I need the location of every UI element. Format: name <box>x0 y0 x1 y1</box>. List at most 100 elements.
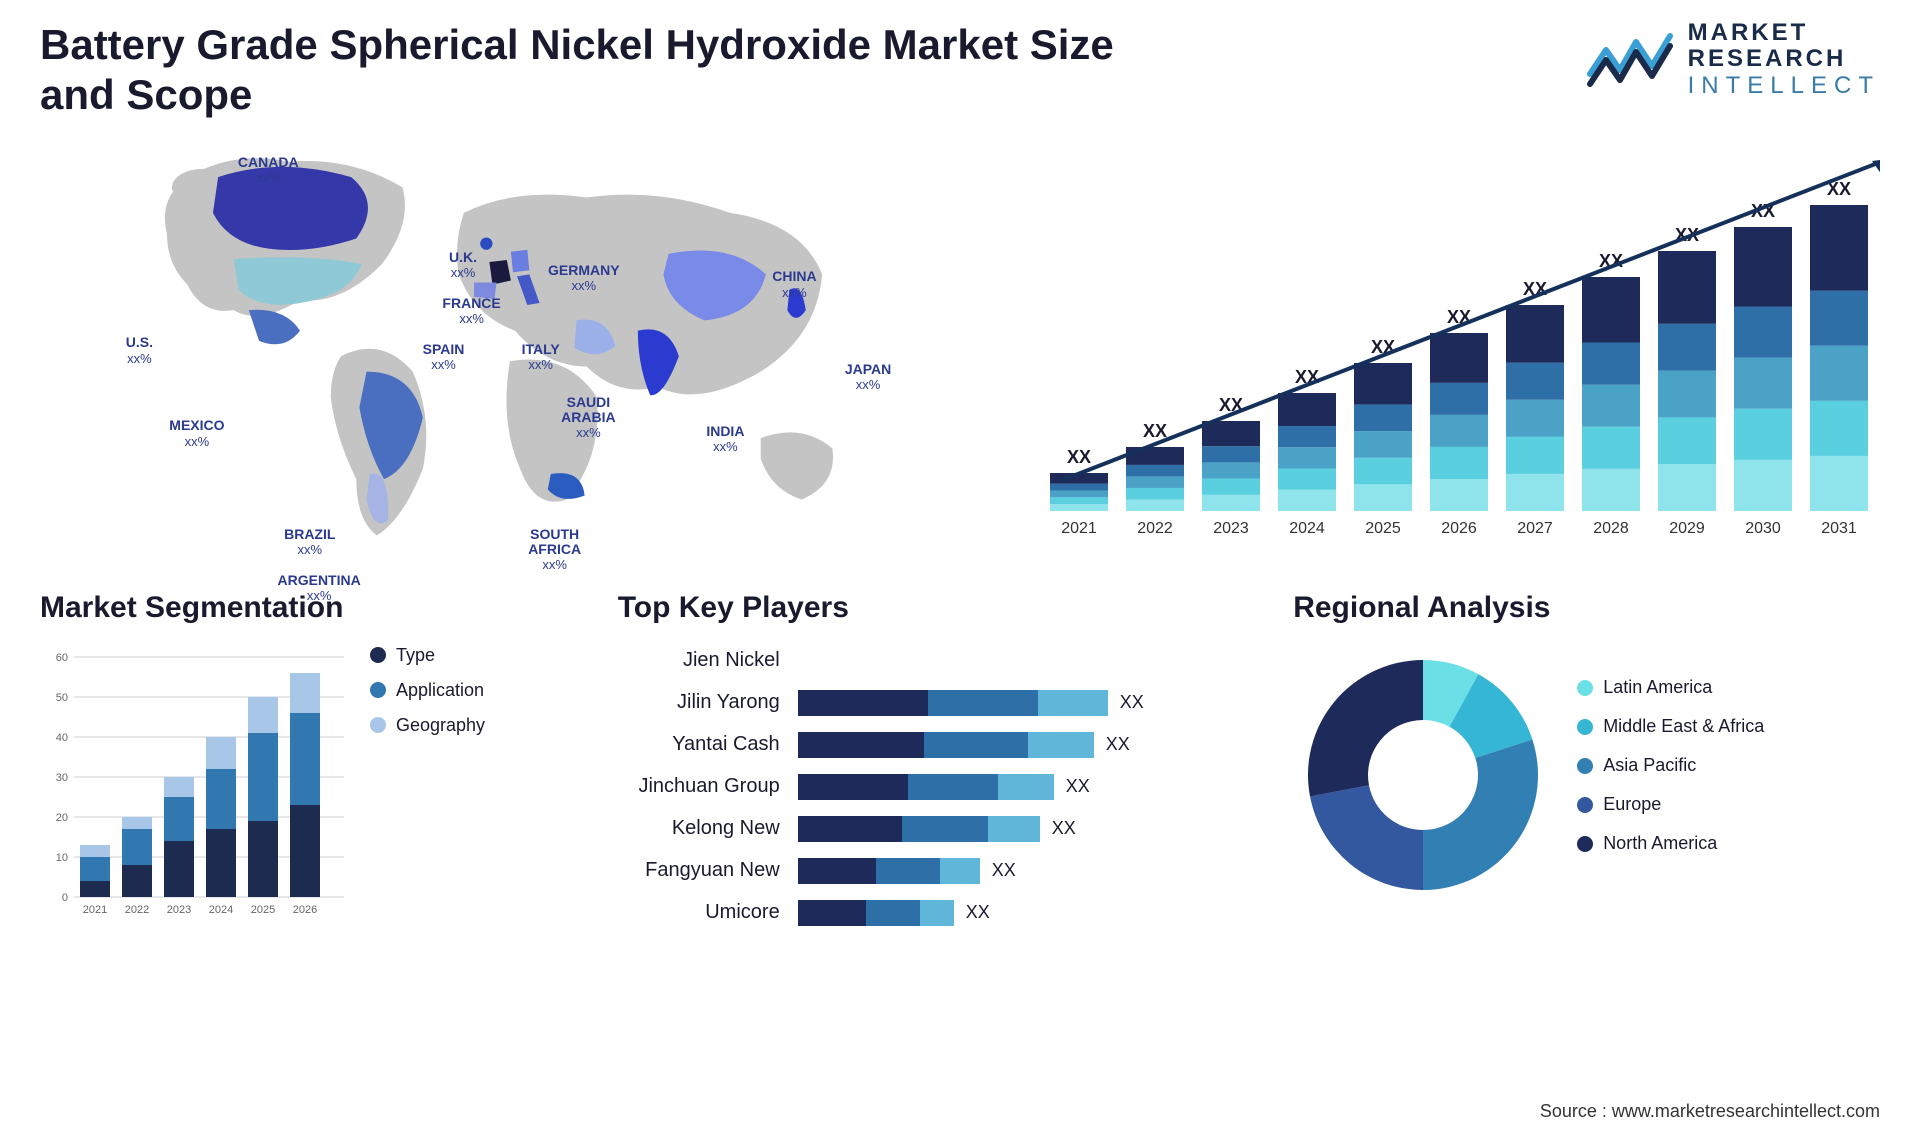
player-bar-seg <box>866 900 920 926</box>
svg-text:2031: 2031 <box>1821 520 1857 537</box>
legend-label: North America <box>1603 833 1717 854</box>
legend-label: Europe <box>1603 794 1661 815</box>
legend-dot-icon <box>370 647 386 663</box>
svg-text:2026: 2026 <box>293 904 317 915</box>
player-row: Fangyuan NewXX <box>618 855 1264 887</box>
bottom-row: Market Segmentation 01020304050602021202… <box>40 591 1880 951</box>
logo-line3: INTELLECT <box>1688 73 1880 99</box>
logo-mark-icon <box>1586 30 1676 90</box>
svg-text:2022: 2022 <box>125 904 149 915</box>
svg-text:40: 40 <box>56 732 68 744</box>
legend-label: Geography <box>396 715 485 736</box>
legend-label: Asia Pacific <box>1603 755 1696 776</box>
regional-legend-item: Europe <box>1577 794 1764 815</box>
map-label-mexico: MEXICOxx% <box>169 418 224 449</box>
svg-text:2023: 2023 <box>167 904 191 915</box>
map-label-canada: CANADAxx% <box>238 155 299 186</box>
legend-dot-icon <box>1577 758 1593 774</box>
map-label-japan: JAPANxx% <box>845 362 891 393</box>
map-label-argentina: ARGENTINAxx% <box>278 573 361 604</box>
legend-label: Type <box>396 645 435 666</box>
regional-legend-item: Latin America <box>1577 677 1764 698</box>
top-row: CANADAxx%U.S.xx%MEXICOxx%BRAZILxx%ARGENT… <box>40 131 1880 561</box>
segmentation-chart: 0102030405060202120222023202420252026 <box>40 645 350 915</box>
map-label-saudiarabia: SAUDIARABIAxx% <box>561 395 615 441</box>
segmentation-legend: Type Application Geography <box>370 645 485 915</box>
segmentation-panel: Market Segmentation 01020304050602021202… <box>40 591 588 951</box>
svg-text:XX: XX <box>1143 421 1167 441</box>
svg-text:30: 30 <box>56 772 68 784</box>
player-name: Yantai Cash <box>618 733 798 756</box>
regional-legend-item: Asia Pacific <box>1577 755 1764 776</box>
player-bar-seg <box>988 816 1040 842</box>
player-row: Kelong New XX <box>618 813 1264 845</box>
logo-line2: RESEARCH <box>1688 46 1880 72</box>
player-bar: XX <box>798 774 1264 800</box>
growth-chart: 2021XX2022XX2023XX2024XX2025XX2026XX2027… <box>1030 131 1880 561</box>
regional-donut <box>1293 645 1553 905</box>
legend-dot-icon <box>1577 797 1593 813</box>
players-list: Jien NickelJilin YarongXXYantai CashXXJi… <box>618 645 1264 929</box>
svg-text:2021: 2021 <box>1061 520 1097 537</box>
logo: MARKET RESEARCH INTELLECT <box>1586 20 1880 99</box>
regional-title: Regional Analysis <box>1293 591 1880 625</box>
player-name: Umicore <box>618 901 798 924</box>
players-title: Top Key Players <box>618 591 1264 625</box>
logo-line1: MARKET <box>1688 20 1880 46</box>
svg-text:0: 0 <box>62 892 68 904</box>
regional-legend-item: North America <box>1577 833 1764 854</box>
player-bar-seg <box>924 732 1028 758</box>
svg-text:60: 60 <box>56 652 68 664</box>
svg-text:2028: 2028 <box>1593 520 1629 537</box>
player-bar: XX <box>798 732 1264 758</box>
svg-text:2025: 2025 <box>1365 520 1401 537</box>
seg-legend-item: Type <box>370 645 485 666</box>
player-bar: XX <box>798 816 1264 842</box>
map-label-italy: ITALYxx% <box>522 342 560 373</box>
map-label-india: INDIAxx% <box>706 424 744 455</box>
svg-text:2030: 2030 <box>1745 520 1781 537</box>
player-name: Fangyuan New <box>618 859 798 882</box>
header: Battery Grade Spherical Nickel Hydroxide… <box>40 20 1880 121</box>
regional-panel: Regional Analysis Latin AmericaMiddle Ea… <box>1293 591 1880 951</box>
player-bar-seg <box>876 858 940 884</box>
player-bar-seg <box>1038 690 1108 716</box>
map-label-southafrica: SOUTHAFRICAxx% <box>528 527 581 573</box>
svg-text:2022: 2022 <box>1137 520 1173 537</box>
player-bar-seg <box>920 900 954 926</box>
world-map: CANADAxx%U.S.xx%MEXICOxx%BRAZILxx%ARGENT… <box>40 131 990 561</box>
seg-legend-item: Application <box>370 680 485 701</box>
svg-text:2024: 2024 <box>209 904 233 915</box>
player-bar-seg <box>798 858 876 884</box>
svg-text:2029: 2029 <box>1669 520 1705 537</box>
svg-text:2024: 2024 <box>1289 520 1325 537</box>
player-name: Jilin Yarong <box>618 691 798 714</box>
growth-svg: 2021XX2022XX2023XX2024XX2025XX2026XX2027… <box>1030 131 1880 551</box>
map-label-france: FRANCExx% <box>442 296 500 327</box>
legend-dot-icon <box>1577 719 1593 735</box>
players-panel: Top Key Players Jien NickelJilin YarongX… <box>618 591 1264 951</box>
regional-legend: Latin AmericaMiddle East & AfricaAsia Pa… <box>1577 677 1764 872</box>
seg-legend-item: Geography <box>370 715 485 736</box>
player-name: Kelong New <box>618 817 798 840</box>
player-row: Jinchuan GroupXX <box>618 771 1264 803</box>
svg-text:2021: 2021 <box>83 904 107 915</box>
legend-dot-icon <box>370 682 386 698</box>
player-bar-seg <box>998 774 1054 800</box>
svg-text:2026: 2026 <box>1441 520 1477 537</box>
player-bar-seg <box>798 690 928 716</box>
player-value: XX <box>1052 818 1076 839</box>
player-bar: XX <box>798 900 1264 926</box>
player-bar-seg <box>798 816 902 842</box>
player-value: XX <box>966 902 990 923</box>
legend-dot-icon <box>1577 836 1593 852</box>
player-bar: XX <box>798 858 1264 884</box>
page-title: Battery Grade Spherical Nickel Hydroxide… <box>40 20 1140 121</box>
legend-dot-icon <box>1577 680 1593 696</box>
player-row: Jilin YarongXX <box>618 687 1264 719</box>
map-label-germany: GERMANYxx% <box>548 263 620 294</box>
player-bar-seg <box>798 732 924 758</box>
player-bar-seg <box>902 816 988 842</box>
logo-text: MARKET RESEARCH INTELLECT <box>1688 20 1880 99</box>
svg-text:2023: 2023 <box>1213 520 1249 537</box>
